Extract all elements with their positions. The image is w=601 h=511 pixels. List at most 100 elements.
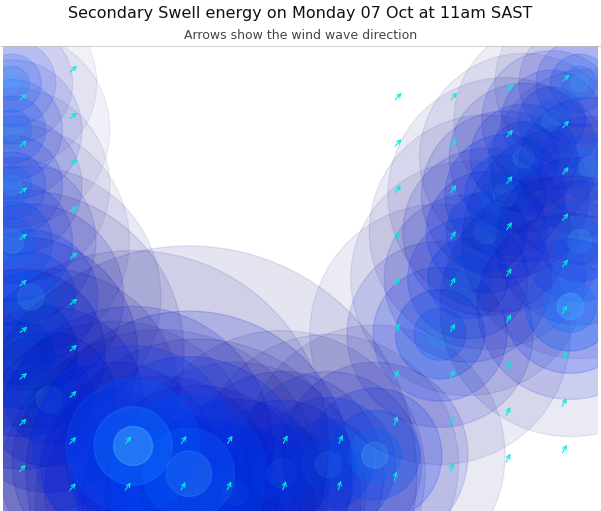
Circle shape [0,0,97,168]
Circle shape [233,425,331,511]
Circle shape [166,451,212,497]
Circle shape [542,110,561,130]
Circle shape [0,135,63,236]
Circle shape [0,333,117,467]
Circle shape [470,104,578,211]
Circle shape [145,476,177,508]
Circle shape [0,269,180,511]
Circle shape [198,334,459,511]
Circle shape [316,452,341,477]
Circle shape [100,450,129,479]
Circle shape [538,117,601,217]
Circle shape [236,371,421,511]
Circle shape [331,410,419,500]
Circle shape [0,54,41,112]
Circle shape [532,101,571,140]
Circle shape [5,337,38,369]
Circle shape [72,357,306,511]
Circle shape [519,22,601,144]
Circle shape [78,409,245,511]
Circle shape [495,0,601,168]
Circle shape [182,485,215,511]
Circle shape [0,237,138,469]
Circle shape [26,311,352,511]
Circle shape [5,271,57,323]
Circle shape [477,214,601,400]
Circle shape [261,398,395,511]
Circle shape [1,229,24,253]
Circle shape [475,220,498,244]
Circle shape [349,429,401,481]
Circle shape [0,40,56,127]
Circle shape [32,345,234,511]
Circle shape [253,445,311,502]
Circle shape [0,204,124,390]
Circle shape [568,229,591,253]
Circle shape [426,172,547,292]
Circle shape [482,51,601,190]
Circle shape [66,379,200,511]
Circle shape [302,438,355,491]
Circle shape [0,157,96,325]
Circle shape [519,97,601,237]
Circle shape [388,78,601,312]
Circle shape [493,183,517,206]
Circle shape [2,120,22,140]
Circle shape [427,321,453,347]
Circle shape [407,218,528,339]
Circle shape [491,69,601,265]
Circle shape [362,442,388,468]
Circle shape [488,122,560,193]
Circle shape [12,362,217,511]
Circle shape [0,22,73,144]
Circle shape [41,391,188,511]
Circle shape [18,284,44,310]
Circle shape [571,75,588,91]
Circle shape [82,385,314,511]
Circle shape [384,195,552,362]
Circle shape [0,167,161,427]
Circle shape [0,66,29,100]
Circle shape [0,250,328,511]
Circle shape [0,321,258,511]
Circle shape [513,147,534,168]
Text: Arrows show the wind wave direction: Arrows show the wind wave direction [184,29,417,42]
Circle shape [209,467,261,511]
Circle shape [544,281,596,333]
Circle shape [403,148,570,316]
Circle shape [454,22,601,218]
Circle shape [129,460,194,511]
Circle shape [0,110,32,149]
Circle shape [445,255,492,302]
Circle shape [503,137,545,178]
Circle shape [556,218,601,265]
Circle shape [245,325,505,511]
Circle shape [0,269,105,436]
Circle shape [347,241,533,427]
Circle shape [0,116,82,256]
Circle shape [463,208,510,256]
Circle shape [0,80,63,180]
Circle shape [465,155,545,235]
Circle shape [168,426,302,511]
Circle shape [35,339,361,511]
Circle shape [421,111,589,278]
Circle shape [44,376,277,511]
Circle shape [0,152,46,219]
Circle shape [0,166,32,205]
Circle shape [0,32,110,227]
Circle shape [191,448,280,511]
Circle shape [0,230,98,364]
Circle shape [563,66,596,100]
Circle shape [462,124,601,359]
Circle shape [519,181,601,301]
Circle shape [105,436,217,511]
Circle shape [0,124,129,359]
Circle shape [143,428,234,511]
Circle shape [373,267,507,401]
Circle shape [539,201,601,282]
Circle shape [166,469,231,511]
Circle shape [0,88,110,283]
Circle shape [115,418,282,511]
Circle shape [114,426,153,466]
